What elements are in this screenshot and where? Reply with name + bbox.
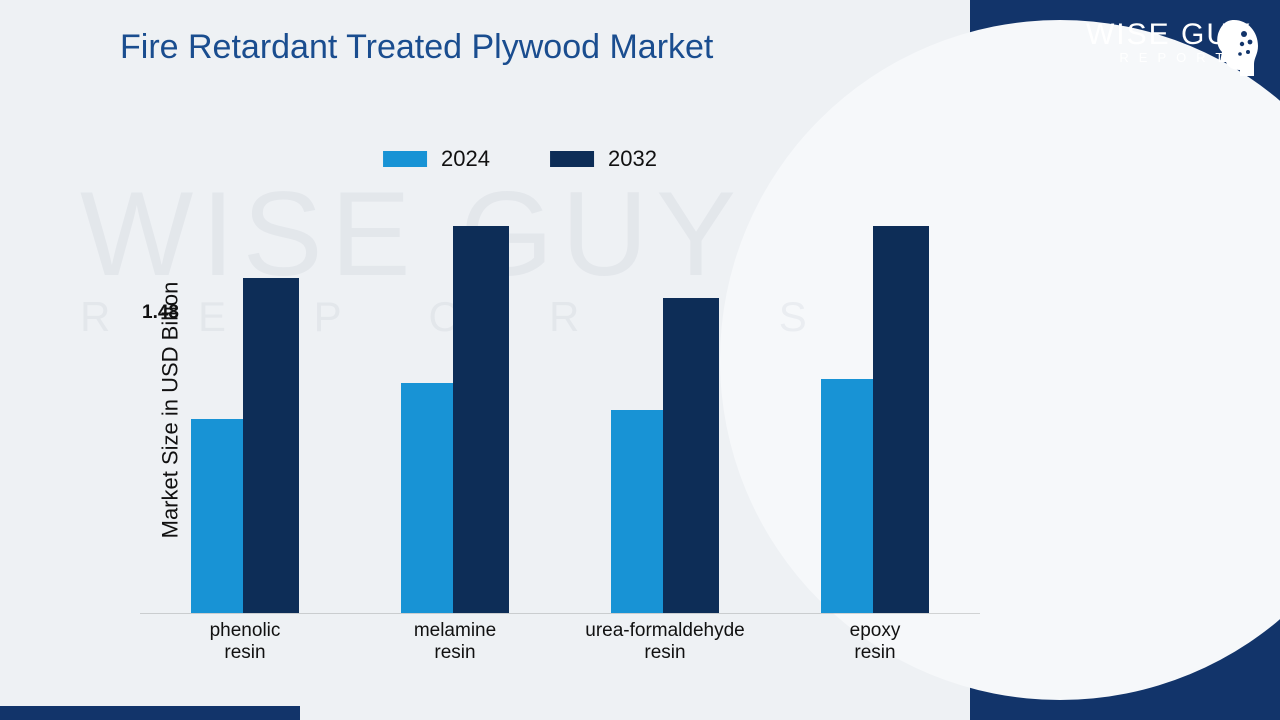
bar: [401, 383, 457, 613]
chart: Market Size in USD Billion 2024 2032 phe…: [60, 150, 980, 670]
bar-group: [800, 226, 950, 613]
legend-item-2032: 2032: [550, 146, 657, 172]
head-icon: [1204, 18, 1260, 82]
plot-area: [140, 194, 980, 614]
x-tick-label: melamineresin: [360, 620, 550, 664]
legend-swatch-2032: [550, 151, 594, 167]
legend-swatch-2024: [383, 151, 427, 167]
value-label: 1.48: [142, 302, 179, 324]
page-title: Fire Retardant Treated Plywood Market: [120, 28, 720, 67]
bar: [191, 419, 247, 613]
bar: [453, 226, 509, 613]
bar-group: [170, 278, 320, 613]
x-tick-label: phenolicresin: [150, 620, 340, 664]
legend-label-2032: 2032: [608, 146, 657, 172]
x-tick-label: epoxyresin: [780, 620, 970, 664]
x-tick-label: urea-formaldehyderesin: [570, 620, 760, 664]
bar-group: [380, 226, 530, 613]
bar: [663, 298, 719, 613]
bottom-strip: [0, 706, 300, 720]
bar: [243, 278, 299, 613]
bar: [873, 226, 929, 613]
legend-item-2024: 2024: [383, 146, 490, 172]
x-axis-labels: phenolicresin melamineresin urea-formaldeh…: [140, 614, 980, 670]
bar: [821, 379, 877, 613]
bar: [611, 410, 667, 613]
brand-logo: WISE GUY REPORTS: [1086, 18, 1252, 65]
bar-group: [590, 298, 740, 613]
legend: 2024 2032: [383, 146, 657, 172]
legend-label-2024: 2024: [441, 146, 490, 172]
